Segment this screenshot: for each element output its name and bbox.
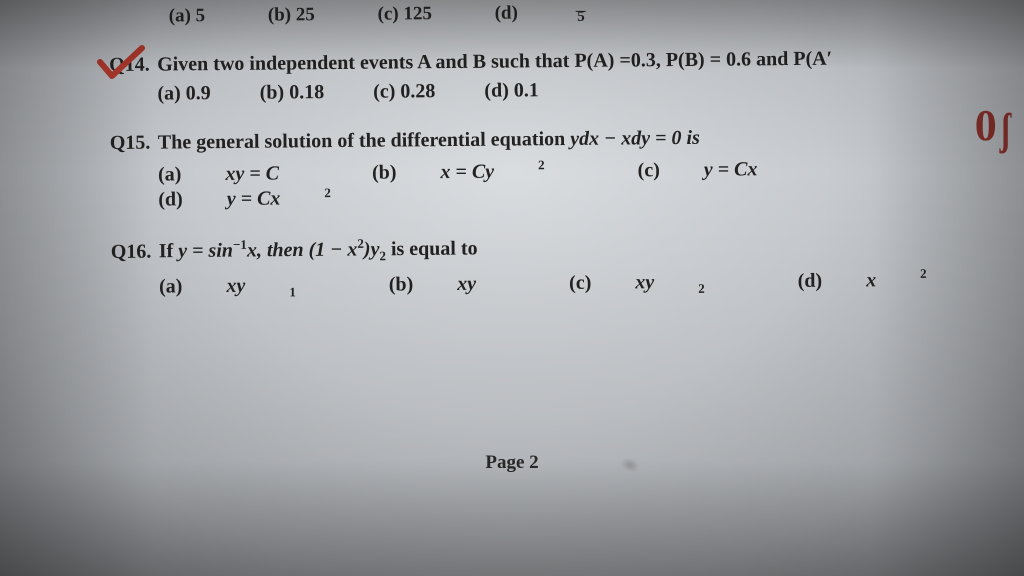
q15-d-math: y = Cx: [227, 188, 281, 211]
q15-a-math: xy = C: [225, 162, 279, 185]
q14-text: Given two independent events A and B suc…: [157, 50, 574, 76]
q16-d-pre: (d): [798, 269, 823, 292]
q14-opt-b: (b) 0.18: [260, 81, 325, 105]
q15-c-pre: (c): [638, 159, 660, 182]
q16-a-pre: (a): [159, 275, 183, 298]
q15-a-pre: (a): [158, 163, 182, 186]
q14-number: Q14.: [109, 54, 157, 77]
q16-a-sub: 1: [289, 284, 296, 300]
q14-prob: P(A) =0.3, P(B) = 0.6 and P(A′: [574, 48, 832, 72]
mark-s: ʃ: [1001, 104, 1010, 155]
q16-c-pre: (c): [569, 271, 591, 294]
question-16: Q16.If y = sin−1x, then (1 − x 2 )y 2 is eq…: [111, 230, 1024, 301]
mark-zero: 0: [975, 100, 997, 151]
q16-opt-a: (a) xy 1: [159, 274, 340, 302]
opt-d-denom: 5: [576, 12, 586, 23]
page-root: (a) 5 (b) 25 (c) 125 (d) 5 Q14.Given two…: [0, 0, 1024, 576]
q16-b-math: xy: [457, 272, 476, 295]
opt-d: (d) 5: [495, 1, 702, 25]
q14-options: (a) 0.9 (b) 0.18 (c) 0.28 (d) 0.1: [157, 75, 1023, 106]
q15-opt-c: (c) y = Cx: [638, 158, 802, 182]
q16-d-sup: 2: [920, 266, 927, 282]
q16-sup1: −1: [233, 237, 247, 252]
q16-b-pre: (b): [389, 273, 414, 296]
q15-number: Q15.: [110, 132, 158, 155]
q16-stem: Q16.If y = sin−1x, then (1 − x2)y2 is eq…: [111, 230, 1024, 267]
q16-y: y = sin: [178, 240, 233, 262]
q16-a-math: xy: [226, 274, 245, 297]
q15-options: (a) xy = C (b) x = Cy 2 (c) y = Cx (d) y …: [158, 153, 1024, 212]
q15-opt-d: (d) y = Cx 2: [158, 184, 375, 212]
q15-opt-a: (a) xy = C: [158, 162, 323, 186]
page-footer: Page 2: [0, 452, 1024, 474]
q16-opt-d: (d) x 2: [798, 265, 971, 292]
question-14: Q14.Given two independent events A and B…: [109, 46, 1023, 106]
q16-c-sub: 2: [698, 280, 705, 296]
q15-opt-b: (b) x = Cy 2: [372, 157, 589, 185]
q16-y2: )y: [364, 239, 380, 261]
opt-b: (b) 25: [268, 4, 315, 26]
q15-b-sup: 2: [538, 157, 545, 173]
q16-number: Q16.: [111, 241, 159, 264]
q16-mid: x, then (1 − x: [247, 239, 358, 262]
q16-if: If: [159, 240, 179, 262]
q16-tail: is equal to: [386, 238, 478, 261]
q15-d-pre: (d): [158, 189, 183, 212]
question-15: Q15.The general solution of the differen…: [110, 124, 1024, 212]
q16-d-math: x: [866, 269, 876, 292]
content-area: (a) 5 (b) 25 (c) 125 (d) 5 Q14.Given two…: [109, 0, 1024, 328]
opt-c: (c) 125: [378, 3, 433, 25]
q15-stem: Q15.The general solution of the differen…: [110, 124, 1024, 155]
q16-opt-c: (c) xy 2: [569, 270, 749, 298]
q16-options: (a) xy 1 (b) xy (c) xy 2 (d) x 2: [159, 265, 1024, 301]
q14-opt-a: (a) 0.9: [157, 82, 211, 105]
q15-c-math: y = Cx: [704, 158, 758, 181]
prev-question-options: (a) 5 (b) 25 (c) 125 (d) 5: [169, 0, 1023, 27]
q14-opt-d: (d) 0.1: [484, 79, 539, 102]
q16-c-math: xy: [635, 271, 654, 294]
q16-opt-b: (b) xy: [389, 272, 521, 296]
q15-text: The general solution of the differential…: [158, 128, 571, 154]
q15-eq: ydx − xdy = 0 is: [570, 127, 700, 150]
q14-opt-c: (c) 0.28: [373, 80, 435, 104]
q15-d-sup: 2: [324, 185, 331, 201]
q14-stem: Q14.Given two independent events A and B…: [109, 46, 1023, 77]
opt-d-prefix: (d): [495, 2, 518, 24]
q15-b-math: x = Cy: [440, 160, 494, 183]
opt-a: (a) 5: [169, 5, 206, 27]
handwritten-mark: 0 ʃ: [975, 100, 1012, 151]
q15-b-pre: (b): [372, 161, 397, 184]
